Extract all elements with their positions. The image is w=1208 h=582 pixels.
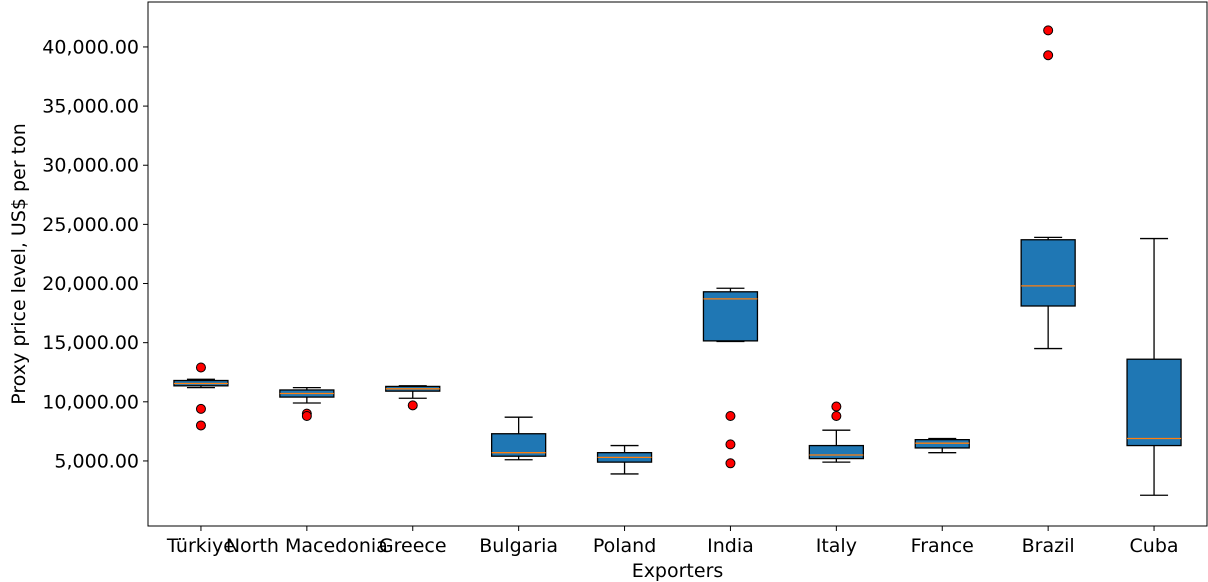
outlier-point [195,362,206,373]
x-tick-label: Greece [379,535,447,557]
y-tick-label: 35,000.00 [42,96,139,118]
box-north-macedonia [279,386,335,421]
outlier-point [831,401,842,412]
iqr-box [490,433,547,457]
x-tick-label: North Macedonia [226,535,388,557]
box-bulgaria [490,416,547,461]
outlier-point [195,403,206,414]
box-greece [385,385,441,411]
outlier-point [725,458,736,469]
box-india [702,287,759,469]
x-tick-label: France [911,535,974,557]
outlier-point [1043,50,1054,61]
box-italy [808,401,864,463]
x-tick-label: Poland [593,535,656,557]
y-tick-label: 5,000.00 [54,450,139,472]
y-tick-label: 30,000.00 [42,155,139,177]
y-tick-label: 25,000.00 [42,214,139,236]
iqr-box [808,444,864,460]
x-tick-label: Italy [816,535,857,557]
y-tick-label: 20,000.00 [42,273,139,295]
x-tick-label: Bulgaria [479,535,558,557]
box-poland [596,444,653,475]
iqr-box [1126,358,1182,447]
y-tick-label: 40,000.00 [42,36,139,58]
box-brazil [1020,25,1076,350]
outlier-point [301,410,312,421]
x-tick-label: Türkiye [166,535,235,557]
outlier-point [725,439,736,450]
y-tick-label: 15,000.00 [42,332,139,354]
x-tick-label: Brazil [1022,535,1075,557]
boxes-group [173,25,1182,496]
y-tick-label: 10,000.00 [42,391,139,413]
box-t-rkiye [173,362,229,431]
y-axis: 5,000.00 10,000.00 15,000.00 20,000.00 25,00… [42,36,148,472]
iqr-box [1020,239,1076,307]
outlier-point [1043,25,1054,36]
box-cuba [1126,237,1182,496]
outlier-point [407,400,418,411]
x-tick-label: India [707,535,754,557]
x-tick-label: Cuba [1130,535,1179,557]
x-axis-label: Exporters [632,560,724,582]
outlier-point [831,410,842,421]
box-france [914,437,970,454]
plot-frame [147,1,1208,527]
y-axis-label: Proxy price level, US$ per ton [8,123,30,404]
iqr-box [702,291,759,342]
outlier-point [725,410,736,421]
outlier-point [195,420,206,431]
